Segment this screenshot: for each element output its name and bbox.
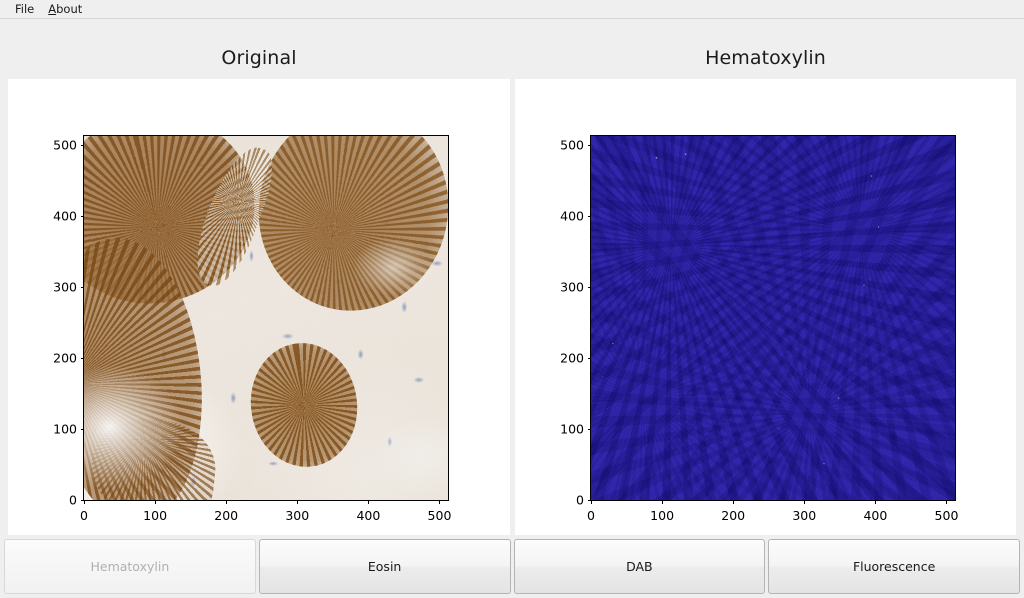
menu-item-file-label: File [15, 2, 35, 16]
y-tick-mark [80, 286, 84, 288]
y-tick-label: 100 [53, 421, 77, 437]
plot-canvas-original[interactable]: 0 100 200 300 400 500 0 100 200 300 400 500 [8, 79, 510, 548]
x-tick-mark [946, 500, 948, 504]
menu-item-about[interactable]: About [41, 1, 89, 17]
x-tick-label: 200 [721, 508, 746, 523]
axes-hematoxylin[interactable]: 0 100 200 300 400 500 0 100 200 300 400 500 [560, 135, 958, 523]
panel-title-hematoxylin: Hematoxylin [705, 47, 826, 69]
stain-button-fluorescence[interactable]: Fluorescence [768, 539, 1020, 594]
y-tick-label: 500 [53, 137, 77, 153]
x-tick-mark [84, 500, 85, 504]
x-tick-label: 100 [143, 508, 168, 523]
y-tick-label: 200 [53, 350, 77, 366]
y-tick-mark [80, 215, 84, 217]
plot-canvas-hematoxylin[interactable]: 0 100 200 300 400 500 0 100 200 300 400 500 [515, 79, 1016, 548]
y-tick-mark [587, 215, 591, 217]
hematoxylin-channel-image [591, 136, 955, 500]
panel-title-original: Original [221, 47, 297, 69]
x-tick-mark [733, 500, 735, 504]
y-tick-mark [587, 144, 591, 146]
stain-button-eosin[interactable]: Eosin [258, 539, 511, 594]
x-tick-label: 0 [587, 508, 595, 523]
y-tick-label: 500 [560, 137, 584, 153]
y-tick-label: 300 [560, 279, 584, 295]
y-tick-mark [587, 428, 591, 430]
y-tick-label: 300 [53, 279, 77, 295]
x-tick-label: 0 [80, 508, 88, 523]
y-tick-label: 400 [560, 208, 584, 224]
y-tick-label: 0 [69, 492, 77, 508]
menu-item-about-mnemonic: A [48, 2, 57, 16]
x-tick-label: 200 [214, 508, 239, 523]
y-tick-label: 100 [560, 421, 584, 437]
x-tick-label: 500 [427, 508, 452, 523]
y-tick-mark [80, 357, 84, 359]
y-tick-mark [587, 500, 591, 501]
x-tick-mark [439, 500, 441, 504]
x-tick-mark [368, 500, 370, 504]
stain-button-bar: Hematoxylin Eosin DAB Fluorescence [0, 535, 1024, 598]
x-tick-label: 300 [792, 508, 817, 523]
x-tick-mark [155, 500, 157, 504]
x-tick-mark [297, 500, 299, 504]
y-tick-mark [80, 500, 84, 501]
x-tick-mark [662, 500, 664, 504]
y-tick-mark [80, 144, 84, 146]
y-tick-mark [80, 428, 84, 430]
y-tick-mark [587, 357, 591, 359]
image-original [84, 136, 448, 500]
y-tick-label: 400 [53, 208, 77, 224]
figure-area: Original Hematoxylin 0 100 200 300 400 5 [0, 19, 1024, 548]
menu-item-about-label: bout [56, 2, 83, 16]
x-tick-label: 400 [863, 508, 888, 523]
x-tick-mark [804, 500, 806, 504]
histology-image-original [84, 136, 448, 500]
y-tick-label: 200 [560, 350, 584, 366]
axes-original[interactable]: 0 100 200 300 400 500 0 100 200 300 400 500 [53, 135, 451, 523]
x-tick-mark [226, 500, 228, 504]
y-tick-mark [587, 286, 591, 288]
stain-button-hematoxylin: Hematoxylin [4, 539, 256, 594]
x-tick-mark [591, 500, 592, 504]
background-vignette-layer [84, 136, 448, 500]
menu-bar: File About [0, 0, 1024, 19]
x-tick-label: 100 [650, 508, 675, 523]
x-tick-label: 400 [356, 508, 381, 523]
x-tick-label: 300 [285, 508, 310, 523]
x-tick-label: 500 [934, 508, 959, 523]
y-tick-label: 0 [576, 492, 584, 508]
x-tick-mark [875, 500, 877, 504]
image-hematoxylin [591, 136, 955, 500]
texture-grain-layer [591, 136, 955, 500]
stain-button-dab[interactable]: DAB [513, 539, 766, 594]
texture-grain-layer [84, 136, 448, 500]
bright-speck-layer [591, 136, 955, 500]
menu-item-file[interactable]: File [8, 1, 41, 17]
